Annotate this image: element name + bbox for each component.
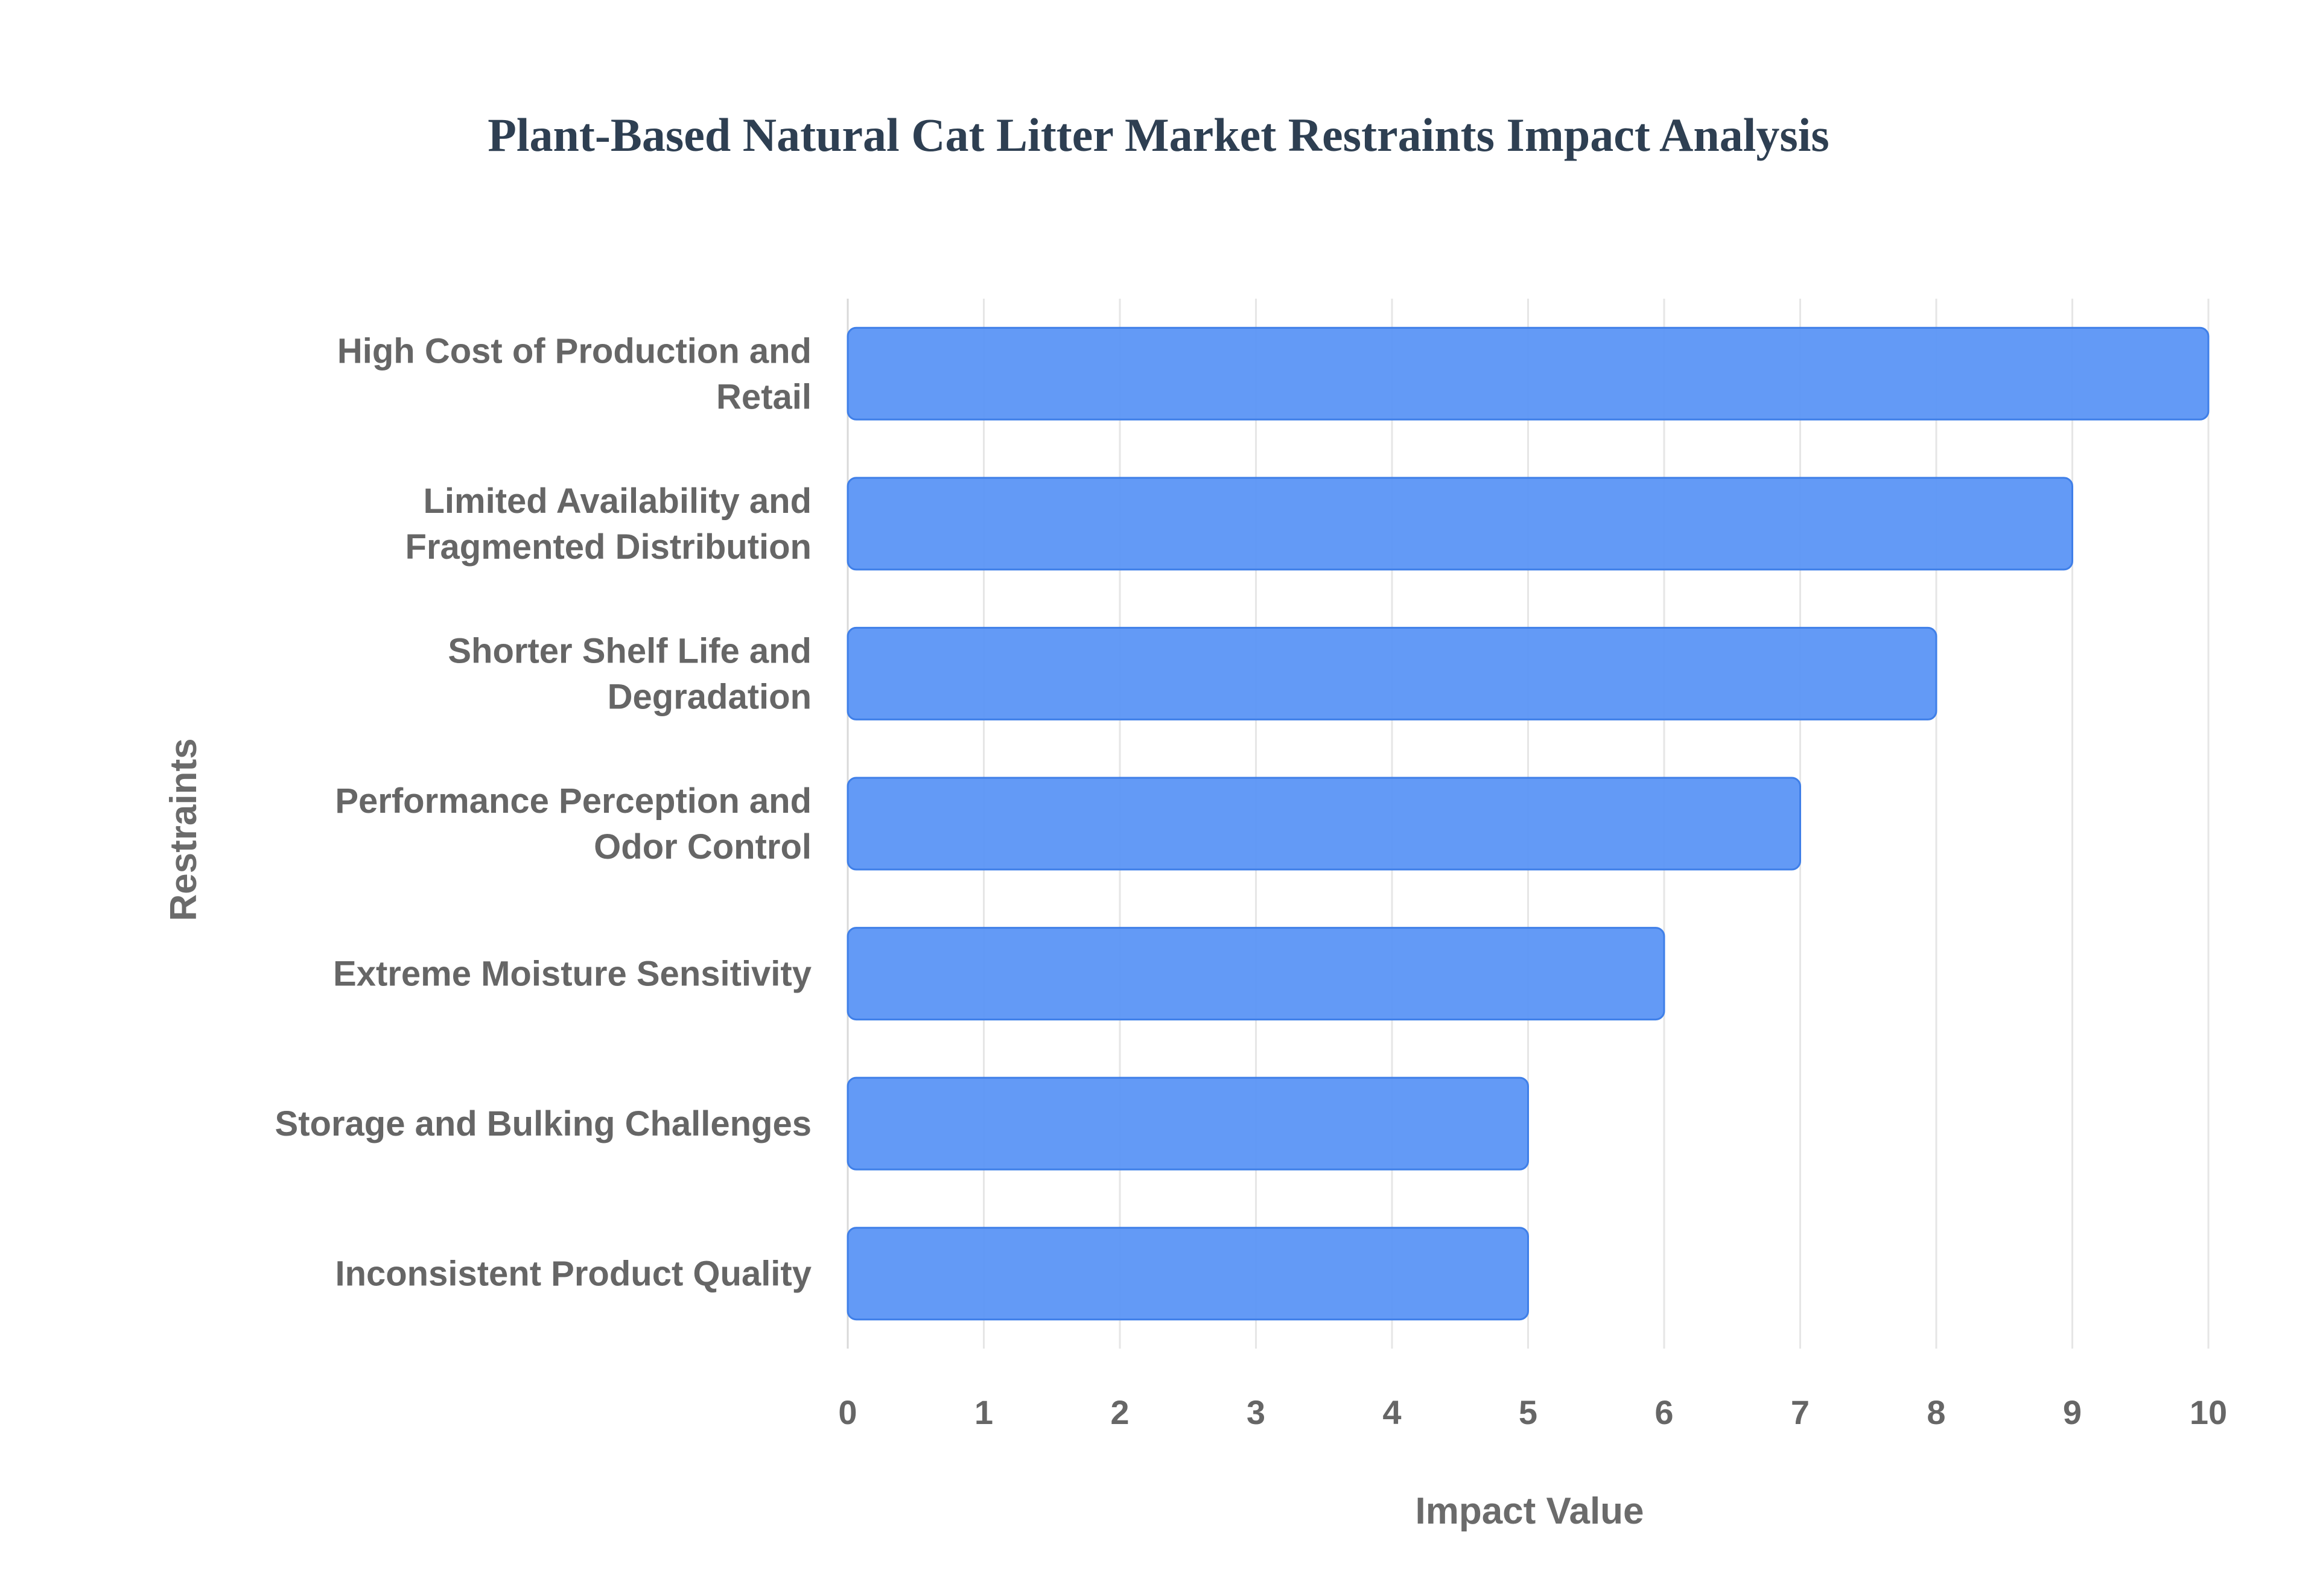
category-label: Shorter Shelf Life and (448, 631, 812, 670)
category-label: Retail (716, 377, 812, 416)
bars (847, 326, 2210, 1321)
bar (847, 1227, 1529, 1321)
bar (847, 326, 2210, 421)
x-tick-label: 7 (1791, 1393, 1810, 1431)
category-label: Odor Control (594, 827, 812, 866)
category-label: Fragmented Distribution (405, 527, 812, 567)
x-tick-label: 3 (1247, 1393, 1265, 1431)
category-label: Limited Availability and (424, 482, 812, 521)
x-axis-label: Impact Value (1415, 1490, 1644, 1532)
chart-title: Plant-Based Natural Cat Litter Market Re… (488, 109, 1829, 161)
x-tick-label: 8 (1927, 1393, 1945, 1431)
x-tick-label: 5 (1519, 1393, 1537, 1431)
category-label: High Cost of Production and (337, 331, 812, 370)
y-axis-label: Restraints (163, 738, 205, 921)
x-tick-label: 2 (1110, 1393, 1129, 1431)
x-tick-labels: 0 1 2 3 4 5 6 7 8 9 10 (838, 1393, 2227, 1431)
category-label: Performance Perception and (335, 781, 812, 821)
category-label: Storage and Bulking Challenges (275, 1104, 812, 1143)
bar (847, 477, 2073, 571)
category-labels: High Cost of Production and Retail Limited… (275, 331, 812, 1293)
bar (847, 626, 1937, 720)
category-label: Degradation (608, 677, 812, 716)
x-tick-label: 1 (974, 1393, 993, 1431)
x-tick-label: 0 (838, 1393, 857, 1431)
bar (847, 927, 1665, 1021)
x-tick-label: 6 (1654, 1393, 1673, 1431)
x-tick-label: 9 (2063, 1393, 2082, 1431)
x-tick-label: 10 (2190, 1393, 2227, 1431)
category-label: Inconsistent Product Quality (335, 1254, 812, 1294)
category-label: Extreme Moisture Sensitivity (333, 955, 812, 994)
bar (847, 777, 1801, 871)
bar (847, 1076, 1529, 1171)
x-tick-label: 4 (1382, 1393, 1401, 1431)
